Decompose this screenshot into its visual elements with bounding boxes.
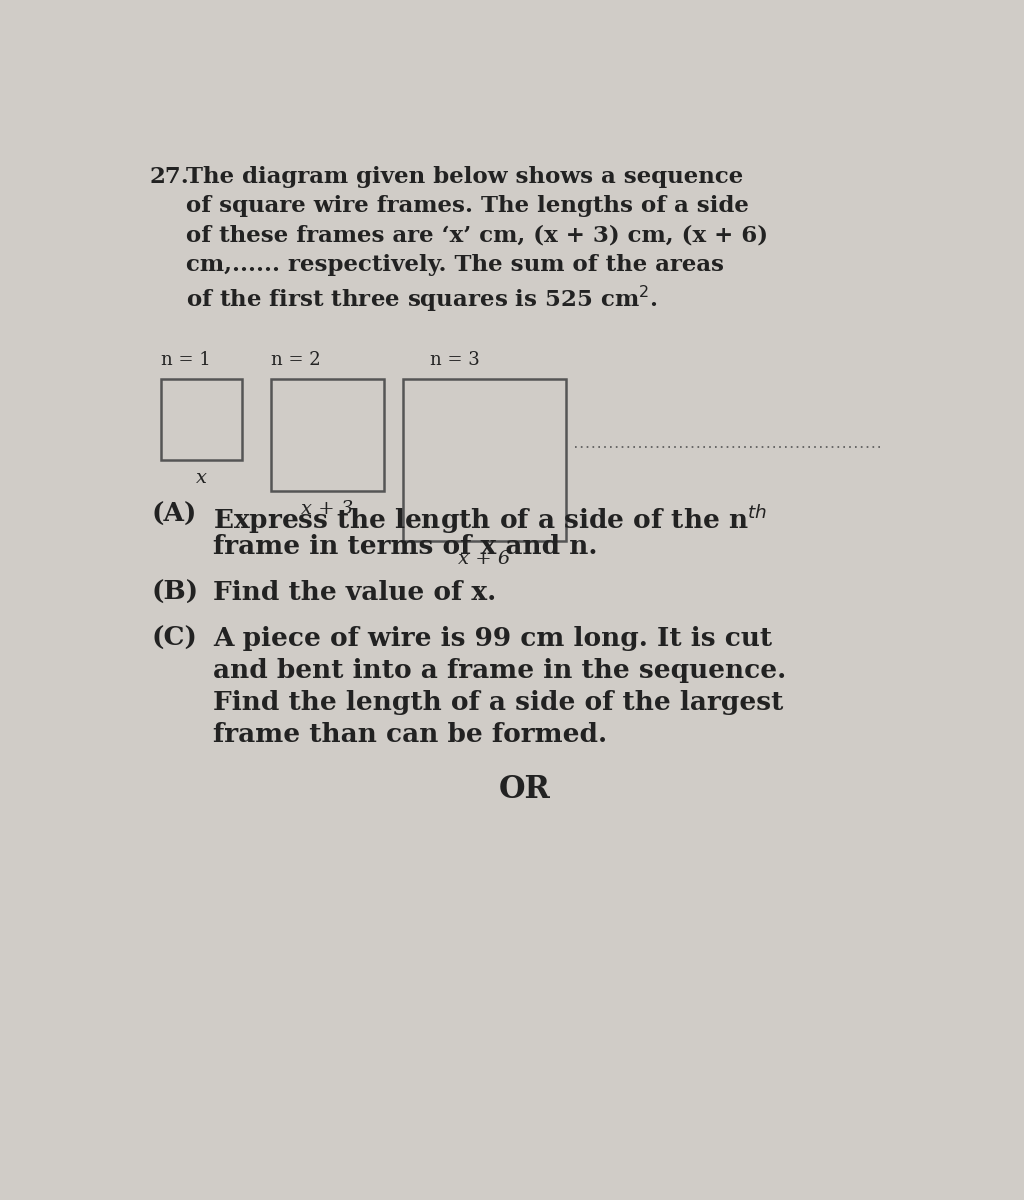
Text: A piece of wire is 99 cm long. It is cut: A piece of wire is 99 cm long. It is cut xyxy=(213,625,772,650)
Text: The diagram given below shows a sequence: The diagram given below shows a sequence xyxy=(186,166,743,187)
Text: Express the length of a side of the n$^{th}$: Express the length of a side of the n$^{… xyxy=(213,502,768,535)
Text: of these frames are ‘x’ cm, (x + 3) cm, (x + 6): of these frames are ‘x’ cm, (x + 3) cm, … xyxy=(186,224,768,247)
Text: cm,...... respectively. The sum of the areas: cm,...... respectively. The sum of the a… xyxy=(186,254,724,276)
Text: n = 1: n = 1 xyxy=(161,350,210,368)
Text: n = 2: n = 2 xyxy=(271,350,321,368)
Text: frame in terms of x and n.: frame in terms of x and n. xyxy=(213,534,598,559)
Text: OR: OR xyxy=(499,774,551,805)
Text: (B): (B) xyxy=(152,580,199,605)
Text: and bent into a frame in the sequence.: and bent into a frame in the sequence. xyxy=(213,658,786,683)
Text: n = 3: n = 3 xyxy=(430,350,480,368)
Bar xyxy=(403,379,566,540)
Text: x + 6: x + 6 xyxy=(459,550,511,568)
Bar xyxy=(161,379,242,460)
Text: 27.: 27. xyxy=(150,166,189,187)
Text: Find the value of x.: Find the value of x. xyxy=(213,580,497,605)
Text: x + 3: x + 3 xyxy=(301,499,353,517)
Bar xyxy=(271,379,384,491)
Text: (A): (A) xyxy=(152,502,197,527)
Text: Find the length of a side of the largest: Find the length of a side of the largest xyxy=(213,690,783,714)
Text: (C): (C) xyxy=(152,625,198,650)
Text: of square wire frames. The lengths of a side: of square wire frames. The lengths of a … xyxy=(186,196,749,217)
Text: of the first three squares is 525 cm$^2$.: of the first three squares is 525 cm$^2$… xyxy=(186,284,657,314)
Text: x: x xyxy=(196,469,207,487)
Text: frame than can be formed.: frame than can be formed. xyxy=(213,721,607,746)
